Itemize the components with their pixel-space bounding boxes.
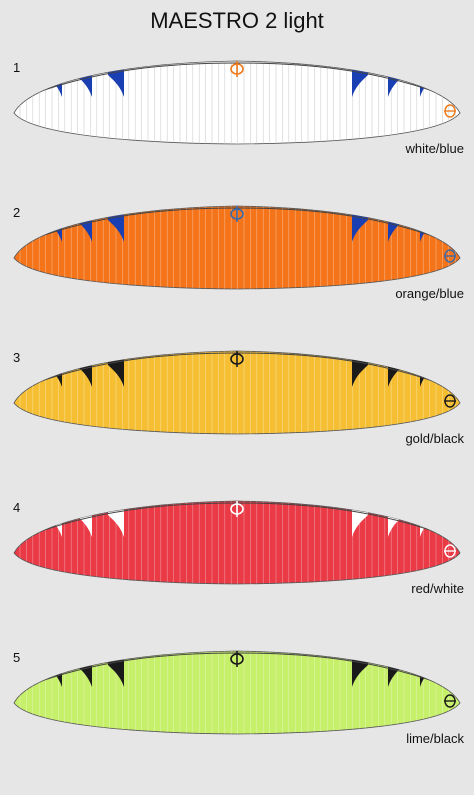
brand-logo-icon bbox=[230, 651, 244, 667]
variant-number: 5 bbox=[13, 650, 21, 665]
paraglider-wing bbox=[13, 350, 461, 435]
variant-caption: gold/black bbox=[405, 431, 464, 446]
wing-canopy bbox=[13, 60, 461, 145]
variant-caption: lime/black bbox=[406, 731, 464, 746]
brand-logo-icon bbox=[230, 61, 244, 77]
wing-canopy bbox=[13, 650, 461, 735]
brand-logo-icon bbox=[230, 206, 244, 222]
wing-canopy bbox=[13, 205, 461, 290]
variant-number: 4 bbox=[13, 500, 21, 515]
page-title: MAESTRO 2 light bbox=[150, 8, 324, 33]
tip-logo-icon bbox=[444, 249, 456, 263]
brand-logo-icon bbox=[230, 351, 244, 367]
tip-logo-icon bbox=[444, 544, 456, 558]
tip-logo-icon bbox=[444, 394, 456, 408]
wing-canopy bbox=[13, 350, 461, 435]
wing-variant-2: 2 orange/blue bbox=[0, 200, 474, 350]
variant-number: 3 bbox=[13, 350, 21, 365]
wing-canopy bbox=[13, 500, 461, 585]
wing-variant-1: 1 white/blue bbox=[0, 55, 474, 205]
tip-logo-icon bbox=[444, 104, 456, 118]
paraglider-wing bbox=[13, 60, 461, 145]
variant-caption: red/white bbox=[411, 581, 464, 596]
variant-caption: orange/blue bbox=[395, 286, 464, 301]
wing-variant-5: 5 lime/black bbox=[0, 645, 474, 795]
variant-number: 2 bbox=[13, 205, 21, 220]
brand-logo-icon bbox=[230, 501, 244, 517]
tip-logo-icon bbox=[444, 694, 456, 708]
variant-number: 1 bbox=[13, 60, 21, 75]
wing-variant-3: 3 gold/black bbox=[0, 345, 474, 495]
paraglider-wing bbox=[13, 205, 461, 290]
paraglider-wing bbox=[13, 500, 461, 585]
variant-caption: white/blue bbox=[405, 141, 464, 156]
paraglider-wing bbox=[13, 650, 461, 735]
wing-variant-4: 4 red/white bbox=[0, 495, 474, 645]
